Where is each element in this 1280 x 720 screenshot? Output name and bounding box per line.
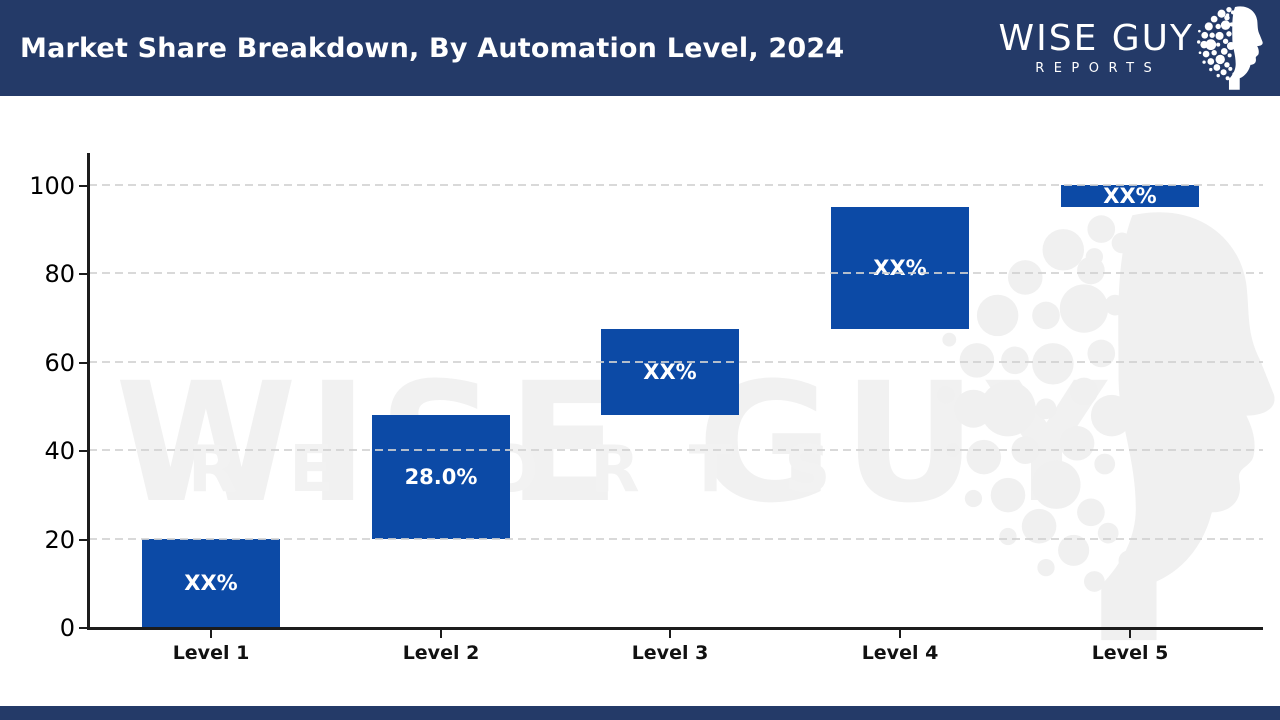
x-tick-mark bbox=[899, 630, 901, 638]
y-tick-label: 20 bbox=[44, 525, 75, 554]
bar-label: XX% bbox=[873, 255, 927, 280]
footer-bar bbox=[0, 706, 1280, 720]
y-tick-label: 80 bbox=[44, 260, 75, 289]
watermark-head-icon bbox=[937, 212, 1275, 641]
y-tick-label: 40 bbox=[44, 437, 75, 466]
brand-name: WISE GUY bbox=[998, 17, 1194, 59]
x-tick-mark bbox=[440, 630, 442, 638]
x-tick-mark bbox=[210, 630, 212, 638]
x-tick-mark bbox=[1129, 630, 1131, 638]
x-tick-label: Level 3 bbox=[631, 642, 709, 664]
y-tick-label: 60 bbox=[44, 348, 75, 377]
gridline bbox=[89, 360, 1263, 363]
y-axis bbox=[87, 152, 90, 630]
bar: 28.0% bbox=[372, 414, 510, 539]
bar-label: XX% bbox=[184, 570, 238, 595]
y-tick-mark bbox=[79, 361, 89, 364]
header-bar: Market Share Breakdown, By Automation Le… bbox=[0, 0, 1280, 96]
x-tick-label: Level 2 bbox=[402, 642, 480, 664]
y-tick-mark bbox=[79, 185, 89, 187]
y-tick-label: 0 bbox=[59, 614, 75, 642]
page-title: Market Share Breakdown, By Automation Le… bbox=[20, 32, 845, 64]
gridline bbox=[89, 184, 1263, 186]
y-tick-label: 100 bbox=[29, 172, 75, 200]
y-tick-mark bbox=[79, 627, 89, 629]
y-tick-mark bbox=[79, 538, 89, 541]
bar: XX% bbox=[601, 328, 739, 415]
watermark-reports-text: REPORTS bbox=[188, 433, 883, 507]
bar-label: 28.0% bbox=[404, 464, 478, 489]
gridline bbox=[89, 272, 1263, 275]
bar: XX% bbox=[142, 538, 280, 627]
bar: XX% bbox=[831, 207, 969, 329]
x-tick-label: Level 5 bbox=[1091, 642, 1169, 664]
x-tick-label: Level 4 bbox=[861, 642, 939, 664]
brand-logo: WISE GUY REPORTS bbox=[999, 4, 1271, 92]
x-tick-mark bbox=[669, 630, 671, 638]
gridline bbox=[89, 449, 1263, 452]
bar-label: XX% bbox=[643, 359, 697, 384]
wiseguy-head-icon bbox=[1197, 6, 1263, 90]
bar: XX% bbox=[1061, 184, 1199, 209]
brand-subname: REPORTS bbox=[1035, 60, 1162, 76]
x-axis bbox=[87, 627, 1263, 630]
x-tick-label: Level 1 bbox=[172, 642, 250, 664]
gridline bbox=[89, 537, 1263, 540]
y-tick-mark bbox=[79, 450, 89, 453]
y-tick-mark bbox=[79, 273, 89, 276]
bar-label: XX% bbox=[1103, 184, 1157, 209]
